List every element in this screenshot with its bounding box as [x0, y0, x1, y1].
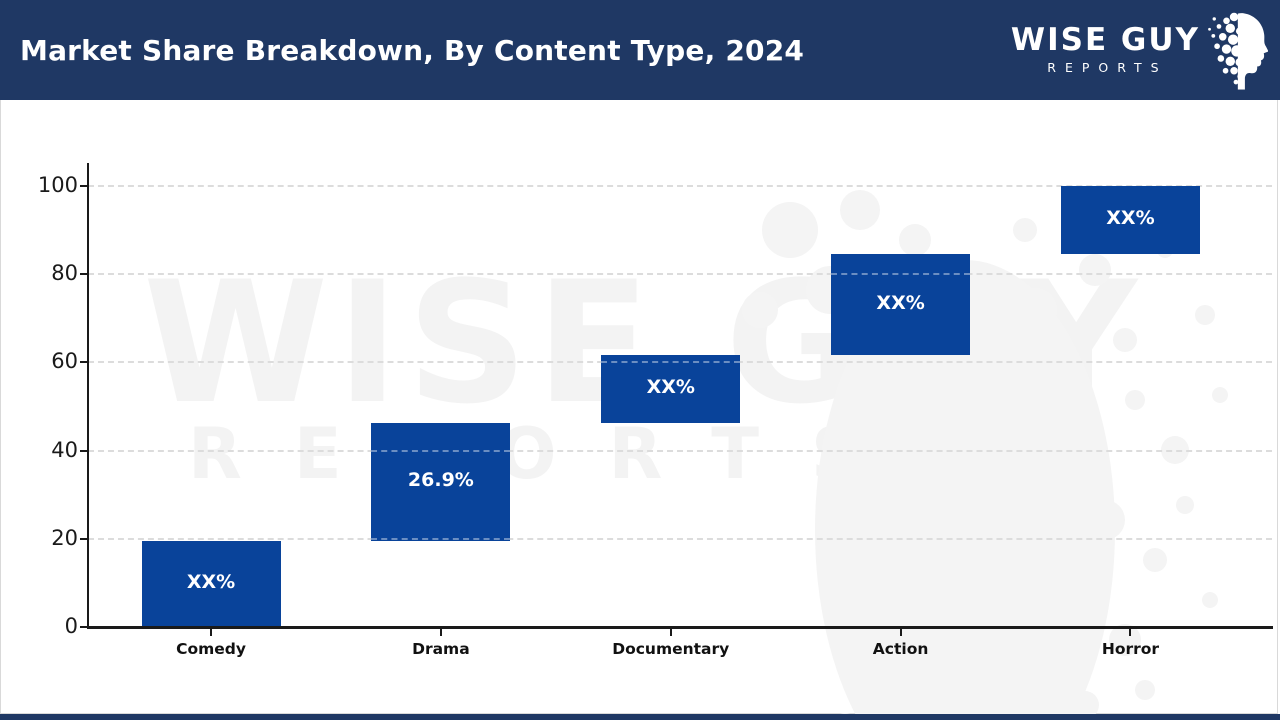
footer-band [0, 714, 1280, 720]
x-tick-mark [439, 629, 442, 636]
logo-wordmark: WISE GUY [1010, 22, 1200, 58]
y-tick-label: 60 [51, 349, 78, 374]
gridline-40 [88, 449, 1272, 452]
y-tick-mark [80, 626, 87, 628]
bar-comedy: XX% [141, 541, 281, 627]
bar-horror: XX% [1060, 186, 1200, 255]
y-tick-mark [80, 185, 87, 188]
x-tick-mark [899, 629, 902, 636]
bar-action: XX% [831, 254, 971, 355]
x-axis-line [87, 626, 1273, 629]
bar-documentary: XX% [601, 354, 741, 423]
y-tick-mark [80, 361, 87, 364]
gridline-over-bar [371, 537, 511, 540]
y-tick-mark [80, 273, 87, 276]
gridline-80 [88, 273, 1272, 276]
gridline-over-bar [831, 273, 971, 276]
y-tick-label: 0 [64, 614, 78, 638]
y-tick-label: 40 [51, 437, 78, 462]
y-tick-label: 80 [51, 261, 78, 286]
x-category-label: Drama [412, 640, 470, 658]
x-tick-mark [1129, 629, 1132, 636]
x-tick-mark [669, 629, 672, 636]
x-tick-mark [210, 629, 213, 636]
bar-value-label: XX% [876, 291, 925, 314]
y-tick-mark [80, 449, 87, 452]
bar-value-label: XX% [1106, 207, 1155, 230]
gridline-over-bar [371, 449, 511, 452]
bar-drama: 26.9% [371, 422, 511, 542]
bar-value-label: 26.9% [407, 469, 474, 492]
y-axis-line [87, 163, 89, 629]
y-tick-label: 20 [51, 525, 78, 550]
gridline-20 [88, 537, 1272, 540]
gridline-over-bar [601, 361, 741, 364]
y-tick-label: 100 [37, 173, 78, 198]
bar-value-label: XX% [646, 375, 695, 398]
header-band: Market Share Breakdown, By Content Type,… [0, 0, 1280, 100]
gridline-100 [88, 185, 1272, 188]
x-category-label: Documentary [612, 640, 730, 658]
logo-subtitle: REPORTS [1047, 60, 1168, 75]
x-category-label: Comedy [176, 640, 246, 658]
y-tick-mark [80, 537, 87, 540]
bar-value-label: XX% [186, 571, 236, 594]
x-category-label: Horror [1101, 640, 1160, 658]
logo-text: WISE GUY REPORTS [1010, 22, 1200, 76]
wise-guy-reports-logo: WISE GUY REPORTS [1011, 9, 1268, 91]
logo-head-profile-icon [1208, 12, 1268, 90]
x-category-label: Action [872, 640, 929, 658]
page-title: Market Share Breakdown, By Content Type,… [20, 33, 805, 67]
